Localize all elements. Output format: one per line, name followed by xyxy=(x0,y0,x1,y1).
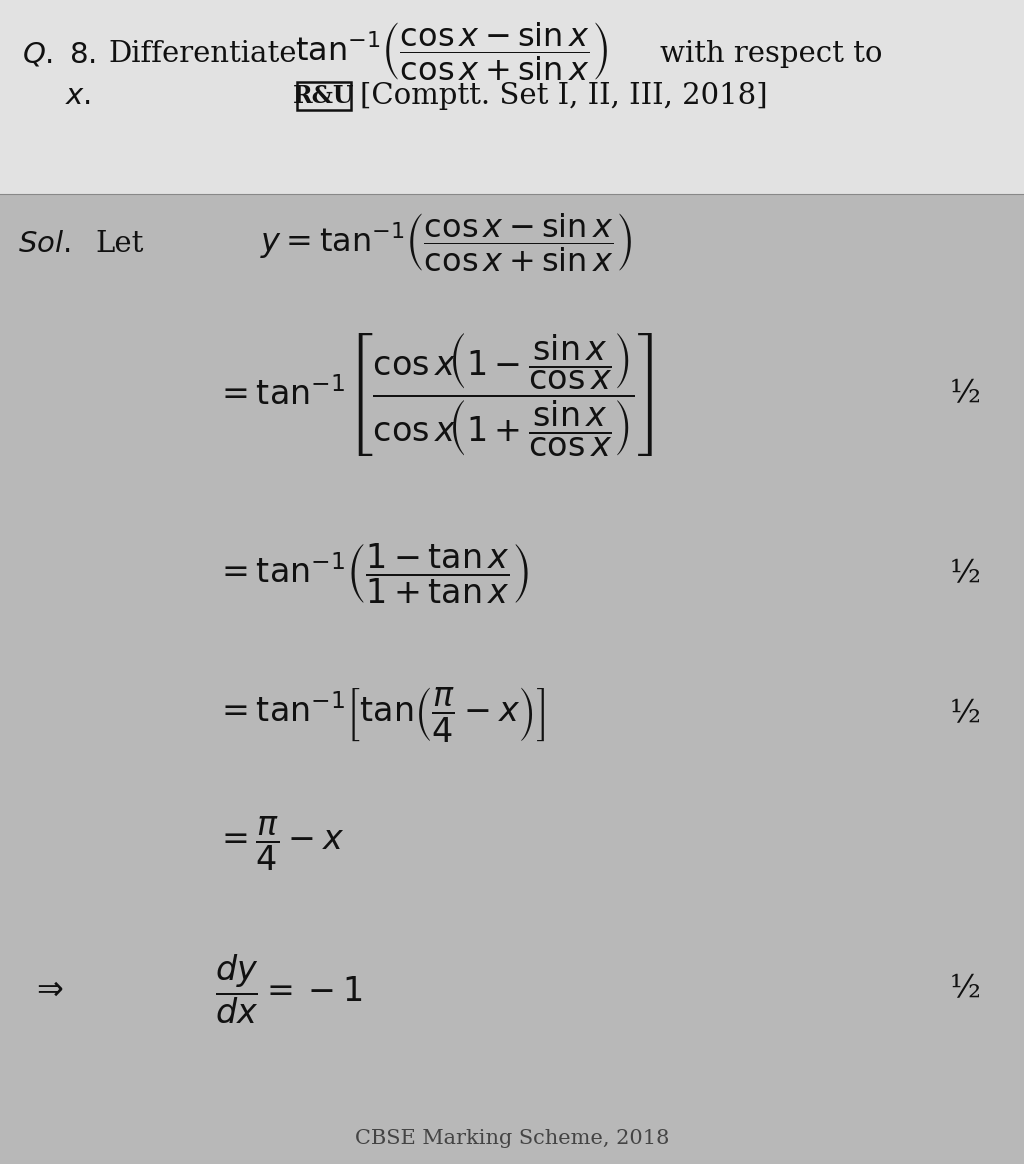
Text: ½: ½ xyxy=(949,559,981,589)
Text: $y = \tan^{-1}\!\left(\dfrac{\cos x-\sin x}{\cos x+\sin x}\right)$: $y = \tan^{-1}\!\left(\dfrac{\cos x-\sin… xyxy=(260,211,632,274)
Text: $\dfrac{dy}{dx}=-1$: $\dfrac{dy}{dx}=-1$ xyxy=(215,952,362,1025)
Text: $\Rightarrow$: $\Rightarrow$ xyxy=(30,973,63,1005)
FancyBboxPatch shape xyxy=(297,81,351,111)
Text: $= \dfrac{\pi}{4}-x$: $= \dfrac{\pi}{4}-x$ xyxy=(215,815,344,873)
Text: $Q.\ 8.$: $Q.\ 8.$ xyxy=(22,40,96,69)
Text: $Sol.$: $Sol.$ xyxy=(18,229,71,258)
Text: $\tan^{-1}\!\left(\dfrac{\cos x-\sin x}{\cos x+\sin x}\right)$: $\tan^{-1}\!\left(\dfrac{\cos x-\sin x}{… xyxy=(295,20,608,81)
Text: $= \tan^{-1}\!\left(\dfrac{1-\tan x}{1+\tan x}\right)$: $= \tan^{-1}\!\left(\dfrac{1-\tan x}{1+\… xyxy=(215,541,529,606)
Text: with respect to: with respect to xyxy=(660,40,883,68)
Bar xyxy=(0,194,1024,1164)
Text: [Comptt. Set I, II, III, 2018]: [Comptt. Set I, II, III, 2018] xyxy=(360,81,768,111)
Text: ½: ½ xyxy=(949,378,981,410)
Text: ½: ½ xyxy=(949,698,981,730)
Text: Differentiate: Differentiate xyxy=(108,40,297,68)
Text: Let: Let xyxy=(95,230,143,258)
Text: CBSE Marking Scheme, 2018: CBSE Marking Scheme, 2018 xyxy=(354,1129,670,1149)
Text: ½: ½ xyxy=(949,973,981,1005)
Text: R&U: R&U xyxy=(293,84,354,108)
Text: $x.$: $x.$ xyxy=(65,81,91,111)
Bar xyxy=(0,0,1024,194)
Text: $= \tan^{-1}\!\left[\tan\!\left(\dfrac{\pi}{4}-x\right)\right]$: $= \tan^{-1}\!\left[\tan\!\left(\dfrac{\… xyxy=(215,684,546,744)
Text: $= \tan^{-1}\!\left[\dfrac{\cos x\!\left(1-\dfrac{\sin x}{\cos x}\right)}{\cos x: $= \tan^{-1}\!\left[\dfrac{\cos x\!\left… xyxy=(215,331,653,457)
